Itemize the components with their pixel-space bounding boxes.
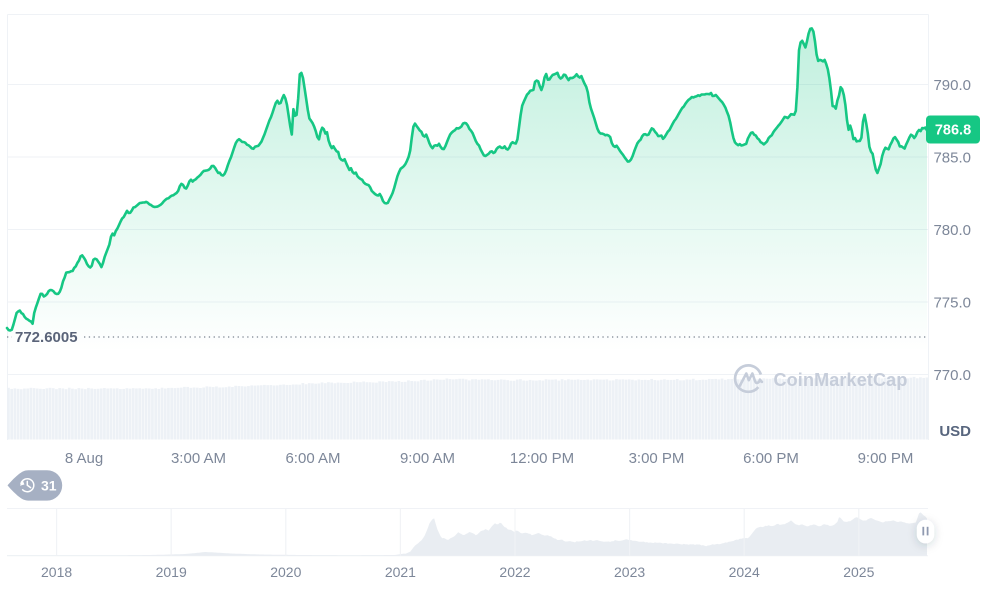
- svg-text:780.0: 780.0: [933, 222, 971, 239]
- svg-text:12:00 PM: 12:00 PM: [510, 450, 574, 467]
- svg-text:2022: 2022: [499, 564, 530, 580]
- svg-text:6:00 PM: 6:00 PM: [743, 450, 799, 467]
- svg-text:3:00 AM: 3:00 AM: [171, 450, 226, 467]
- svg-text:31: 31: [41, 478, 57, 494]
- svg-text:785.0: 785.0: [933, 149, 971, 166]
- svg-text:790.0: 790.0: [933, 77, 971, 94]
- svg-text:775.0: 775.0: [933, 294, 971, 311]
- svg-text:2024: 2024: [729, 564, 760, 580]
- svg-text:2019: 2019: [156, 564, 187, 580]
- svg-text:USD: USD: [939, 423, 971, 440]
- svg-text:6:00 AM: 6:00 AM: [285, 450, 340, 467]
- svg-text:8 Aug: 8 Aug: [65, 450, 103, 467]
- svg-text:9:00 PM: 9:00 PM: [858, 450, 914, 467]
- svg-text:770.0: 770.0: [933, 367, 971, 384]
- svg-text:772.6005: 772.6005: [15, 329, 78, 346]
- svg-text:786.8: 786.8: [935, 123, 971, 139]
- svg-text:2021: 2021: [385, 564, 416, 580]
- svg-text:CoinMarketCap: CoinMarketCap: [774, 370, 908, 390]
- svg-text:9:00 AM: 9:00 AM: [400, 450, 455, 467]
- svg-text:2023: 2023: [614, 564, 645, 580]
- svg-text:2025: 2025: [843, 564, 874, 580]
- svg-text:2018: 2018: [41, 564, 72, 580]
- svg-text:3:00 PM: 3:00 PM: [629, 450, 685, 467]
- svg-text:2020: 2020: [270, 564, 301, 580]
